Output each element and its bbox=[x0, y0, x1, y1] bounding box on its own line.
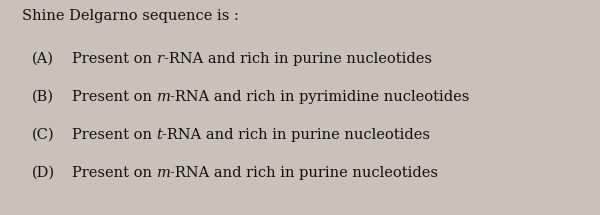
Text: (C): (C) bbox=[32, 128, 55, 142]
Text: (D): (D) bbox=[32, 166, 55, 180]
Text: r: r bbox=[157, 52, 164, 66]
Text: t: t bbox=[157, 128, 163, 142]
Text: -RNA and rich in purine nucleotides: -RNA and rich in purine nucleotides bbox=[164, 52, 431, 66]
Text: (B): (B) bbox=[32, 90, 54, 104]
Text: Present on: Present on bbox=[72, 52, 157, 66]
Text: (A): (A) bbox=[32, 52, 54, 66]
Text: Shine Delgarno sequence is :: Shine Delgarno sequence is : bbox=[22, 9, 239, 23]
Text: -RNA and rich in purine nucleotides: -RNA and rich in purine nucleotides bbox=[163, 128, 431, 142]
Text: Present on: Present on bbox=[72, 166, 157, 180]
Text: Present on: Present on bbox=[72, 90, 157, 104]
Text: -RNA and rich in purine nucleotides: -RNA and rich in purine nucleotides bbox=[170, 166, 439, 180]
Text: m: m bbox=[157, 166, 170, 180]
Text: Present on: Present on bbox=[72, 128, 157, 142]
Text: -RNA and rich in pyrimidine nucleotides: -RNA and rich in pyrimidine nucleotides bbox=[170, 90, 470, 104]
Text: m: m bbox=[157, 90, 170, 104]
